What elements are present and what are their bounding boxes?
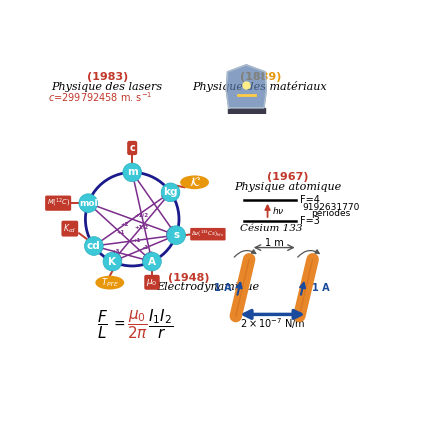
Circle shape (103, 252, 122, 271)
Text: c: c (129, 143, 135, 153)
Text: K: K (108, 256, 116, 266)
Text: Physique des lasers: Physique des lasers (52, 82, 163, 92)
Text: Césium 133: Césium 133 (240, 224, 302, 233)
Text: (1948): (1948) (168, 273, 210, 283)
Text: $\mu_0$: $\mu_0$ (146, 277, 158, 288)
Text: 1 m: 1 m (265, 237, 283, 247)
Text: (1889): (1889) (240, 72, 282, 82)
Text: $\dfrac{F}{L}$: $\dfrac{F}{L}$ (97, 308, 108, 341)
Ellipse shape (96, 276, 123, 289)
Text: périodes: périodes (312, 208, 351, 218)
Text: $c$=299792458 m. s$^{-1}$: $c$=299792458 m. s$^{-1}$ (48, 90, 153, 104)
Text: $\Delta\nu(^{133}Cs)_{hfs}$: $\Delta\nu(^{133}Cs)_{hfs}$ (191, 229, 224, 239)
Circle shape (79, 194, 98, 213)
Text: =: = (113, 317, 125, 332)
Text: $h\nu$: $h\nu$ (272, 205, 284, 216)
Polygon shape (227, 65, 266, 108)
Text: kg: kg (163, 187, 178, 197)
Text: +1/2: +1/2 (135, 224, 148, 230)
Text: $M(^{12}C)$: $M(^{12}C)$ (46, 197, 70, 209)
Text: $\mathcal{K}$: $\mathcal{K}$ (189, 176, 201, 189)
Text: -1: -1 (142, 245, 148, 250)
Text: +2: +2 (120, 222, 129, 227)
Circle shape (143, 252, 161, 271)
Text: $2\times10^{-7}$ N/m: $2\times10^{-7}$ N/m (240, 316, 305, 331)
Text: +1/2: +1/2 (135, 213, 149, 218)
Text: $\dfrac{I_1 I_2}{r}$: $\dfrac{I_1 I_2}{r}$ (148, 308, 173, 341)
Circle shape (123, 163, 141, 182)
Text: +1: +1 (132, 238, 141, 243)
Text: $\dfrac{\mu_0}{2\pi}$: $\dfrac{\mu_0}{2\pi}$ (127, 308, 148, 341)
Text: $T_{PTE}$: $T_{PTE}$ (101, 276, 119, 289)
Text: +3: +3 (112, 250, 120, 254)
Circle shape (161, 183, 180, 202)
Circle shape (85, 237, 103, 255)
Text: $K_{cd}$: $K_{cd}$ (63, 222, 76, 235)
Text: mol: mol (79, 199, 98, 207)
Text: 1 A: 1 A (312, 283, 330, 293)
Text: A: A (148, 256, 156, 266)
Text: Electrodynamique: Electrodynamique (156, 282, 259, 292)
Circle shape (167, 226, 185, 244)
Text: Physique des matériaux: Physique des matériaux (192, 81, 326, 92)
Text: s: s (173, 230, 179, 240)
Text: m: m (127, 168, 138, 178)
Text: cd: cd (87, 241, 101, 251)
Text: 9192631770: 9192631770 (302, 203, 360, 212)
Text: (1983): (1983) (86, 72, 128, 82)
Text: (1967): (1967) (267, 172, 308, 182)
Ellipse shape (181, 176, 208, 188)
Text: F=4: F=4 (300, 195, 320, 205)
Text: +1: +1 (116, 230, 124, 235)
Text: F=3: F=3 (300, 216, 320, 226)
Text: Physique atomique: Physique atomique (234, 182, 341, 192)
Text: 1 A: 1 A (214, 283, 231, 293)
